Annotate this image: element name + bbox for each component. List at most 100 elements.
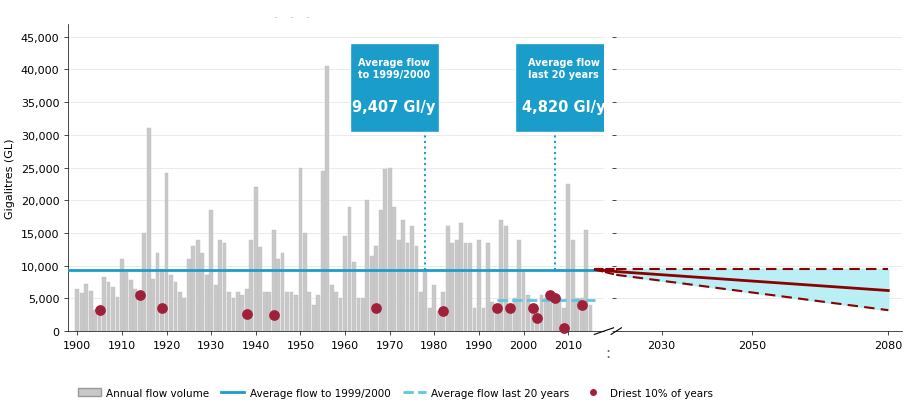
FancyBboxPatch shape bbox=[515, 44, 613, 132]
Bar bbox=[80, 293, 84, 331]
Text: Average flow
last 20 years: Average flow last 20 years bbox=[527, 58, 599, 80]
Bar bbox=[468, 243, 472, 331]
Point bbox=[240, 311, 254, 318]
Bar bbox=[330, 285, 333, 331]
Bar bbox=[174, 282, 178, 331]
Bar bbox=[539, 295, 543, 331]
Bar bbox=[464, 243, 467, 331]
Bar bbox=[361, 299, 364, 331]
Bar bbox=[276, 259, 280, 331]
Bar bbox=[259, 248, 262, 331]
Bar bbox=[271, 230, 275, 331]
Bar bbox=[85, 284, 88, 331]
Bar bbox=[495, 308, 498, 331]
Bar bbox=[579, 299, 584, 331]
Bar bbox=[133, 289, 138, 331]
Bar bbox=[227, 292, 230, 331]
Bar bbox=[267, 292, 271, 331]
Bar bbox=[441, 292, 445, 331]
Bar bbox=[187, 259, 190, 331]
Point bbox=[132, 292, 147, 299]
Point bbox=[526, 305, 540, 312]
Point bbox=[266, 312, 281, 318]
Bar bbox=[384, 169, 387, 331]
Bar bbox=[508, 308, 512, 331]
Bar bbox=[401, 220, 405, 331]
Bar bbox=[388, 168, 392, 331]
Bar bbox=[348, 207, 352, 331]
Bar bbox=[544, 299, 548, 331]
Bar bbox=[200, 253, 204, 331]
Bar bbox=[299, 168, 302, 331]
Bar bbox=[245, 289, 249, 331]
Bar bbox=[379, 211, 383, 331]
Bar bbox=[522, 272, 526, 331]
Bar bbox=[527, 295, 530, 331]
Bar bbox=[116, 297, 119, 331]
Bar bbox=[182, 299, 186, 331]
Bar bbox=[445, 227, 450, 331]
Bar bbox=[334, 292, 338, 331]
Bar bbox=[97, 308, 101, 331]
Bar bbox=[254, 188, 258, 331]
Text: 4,820 Gl/y: 4,820 Gl/y bbox=[522, 100, 606, 115]
Bar bbox=[138, 295, 141, 331]
Bar bbox=[490, 302, 495, 331]
Point bbox=[155, 305, 169, 312]
Bar bbox=[567, 184, 570, 331]
Bar bbox=[307, 292, 312, 331]
Bar bbox=[339, 299, 343, 331]
Bar bbox=[102, 278, 106, 331]
Bar bbox=[455, 240, 458, 331]
Bar bbox=[285, 292, 289, 331]
Bar bbox=[160, 269, 164, 331]
Point bbox=[548, 295, 562, 302]
Point bbox=[92, 307, 107, 314]
Bar bbox=[120, 259, 124, 331]
Bar bbox=[250, 240, 253, 331]
Bar bbox=[477, 240, 481, 331]
Bar bbox=[437, 312, 441, 331]
Text: ·   ·   ·: · · · bbox=[273, 12, 310, 25]
Bar bbox=[553, 299, 557, 331]
Bar bbox=[415, 247, 418, 331]
Bar bbox=[88, 292, 93, 331]
Bar bbox=[214, 285, 218, 331]
Bar bbox=[303, 234, 307, 331]
Text: 9,407 Gl/y: 9,407 Gl/y bbox=[353, 100, 435, 115]
Bar bbox=[125, 272, 128, 331]
Bar bbox=[76, 290, 79, 331]
Bar bbox=[410, 227, 414, 331]
Bar bbox=[205, 276, 209, 331]
Bar bbox=[486, 243, 490, 331]
Bar bbox=[142, 234, 146, 331]
Bar bbox=[222, 243, 227, 331]
Bar bbox=[396, 240, 401, 331]
Bar bbox=[231, 299, 235, 331]
Bar bbox=[325, 67, 329, 331]
Bar bbox=[169, 276, 173, 331]
Bar bbox=[571, 240, 575, 331]
Bar bbox=[374, 247, 378, 331]
Bar bbox=[450, 243, 454, 331]
Bar bbox=[405, 243, 409, 331]
Bar bbox=[290, 292, 293, 331]
Bar bbox=[294, 295, 298, 331]
Bar bbox=[129, 281, 133, 331]
Bar bbox=[262, 293, 267, 331]
Bar bbox=[535, 308, 539, 331]
Bar bbox=[321, 171, 324, 331]
Bar bbox=[218, 240, 222, 331]
Point bbox=[436, 308, 451, 315]
Bar bbox=[424, 272, 427, 331]
Point bbox=[529, 315, 544, 321]
Bar bbox=[352, 263, 356, 331]
Bar bbox=[530, 308, 535, 331]
Bar bbox=[513, 299, 517, 331]
Bar bbox=[147, 129, 150, 331]
Bar bbox=[196, 240, 200, 331]
Bar bbox=[482, 308, 486, 331]
Bar bbox=[191, 247, 195, 331]
Point bbox=[574, 302, 589, 308]
Bar bbox=[589, 305, 592, 331]
